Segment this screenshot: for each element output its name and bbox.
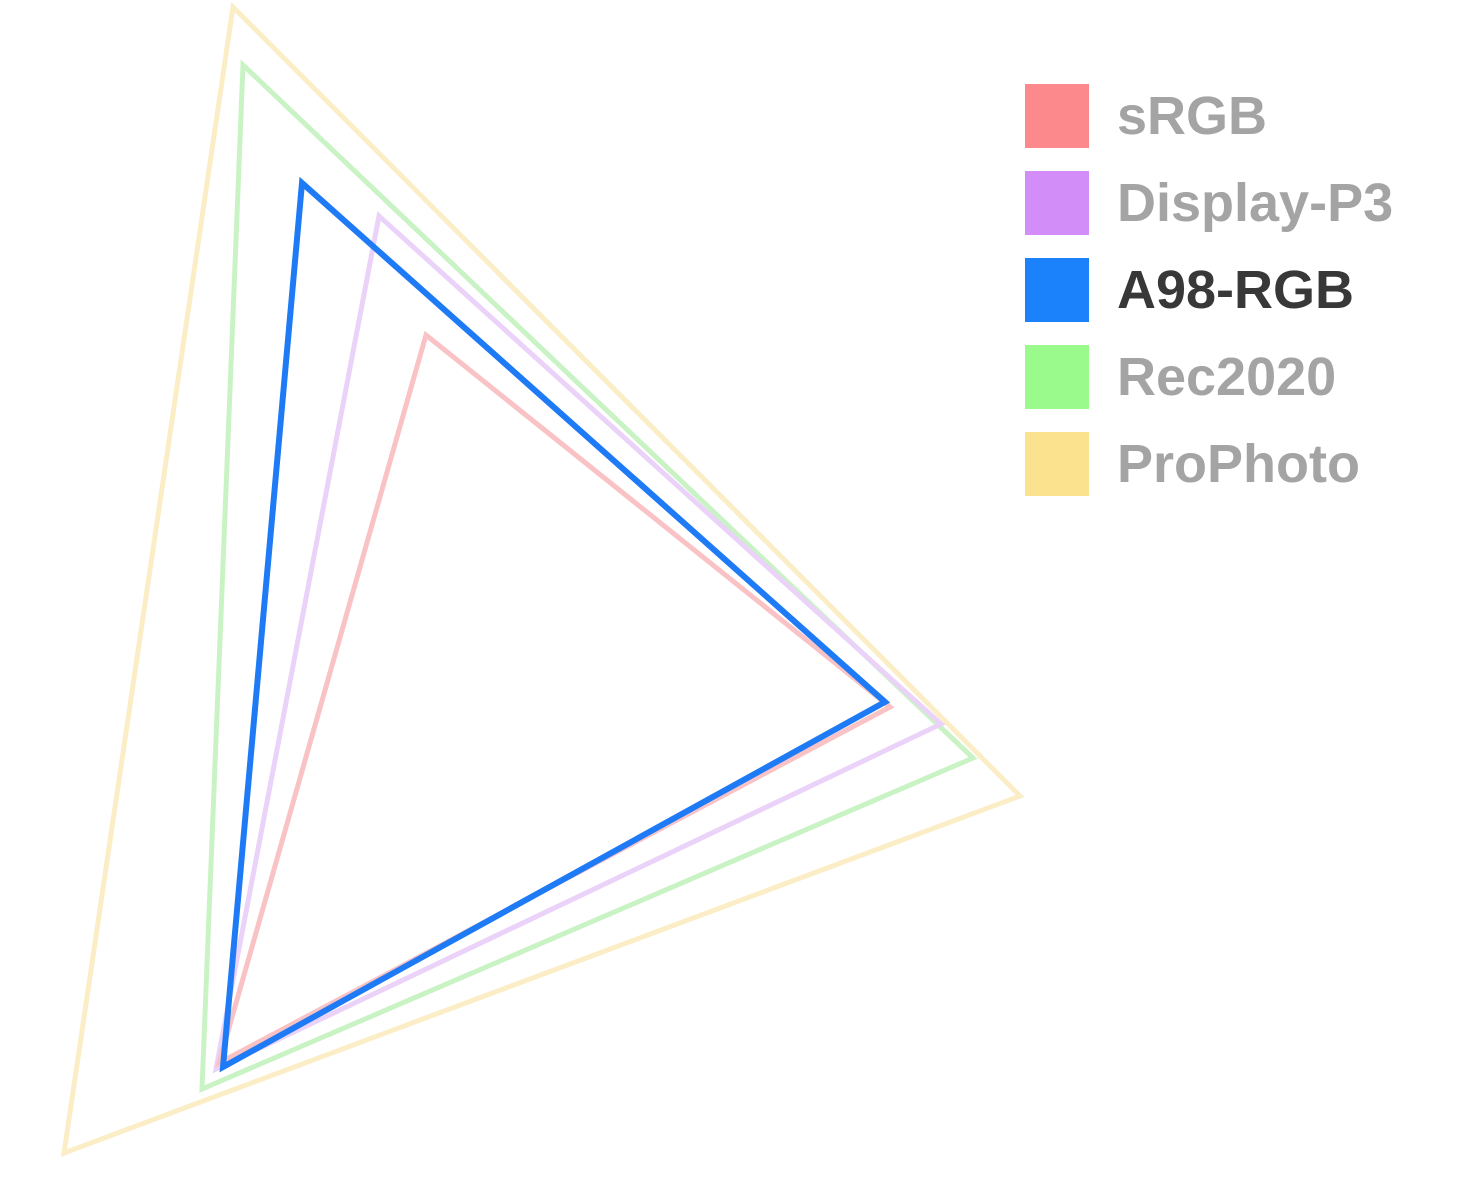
legend: sRGB Display-P3 A98-RGB Rec2020 ProPhoto (1025, 83, 1393, 518)
triangle-srgb (214, 330, 895, 1068)
triangle-rec2020 (199, 59, 978, 1093)
legend-item-rec2020[interactable]: Rec2020 (1025, 344, 1393, 409)
prophoto-swatch (1025, 431, 1089, 496)
legend-item-prophoto[interactable]: ProPhoto (1025, 431, 1393, 496)
legend-label-a98-rgb: A98-RGB (1117, 259, 1355, 320)
legend-item-a98-rgb[interactable]: A98-RGB (1025, 257, 1393, 322)
triangle-prophoto (60, 1, 1025, 1157)
rec2020-swatch (1025, 344, 1089, 409)
legend-label-display-p3: Display-P3 (1117, 172, 1394, 233)
legend-label-srgb: sRGB (1117, 85, 1268, 146)
srgb-swatch (1025, 83, 1089, 148)
triangle-a98-rgb (219, 176, 891, 1073)
display-p3-swatch (1025, 170, 1089, 235)
triangle-display-p3 (212, 211, 946, 1074)
legend-label-prophoto: ProPhoto (1117, 433, 1360, 494)
a98-rgb-swatch (1025, 257, 1089, 322)
legend-label-rec2020: Rec2020 (1117, 346, 1337, 407)
legend-item-display-p3[interactable]: Display-P3 (1025, 170, 1393, 235)
legend-item-srgb[interactable]: sRGB (1025, 83, 1393, 148)
